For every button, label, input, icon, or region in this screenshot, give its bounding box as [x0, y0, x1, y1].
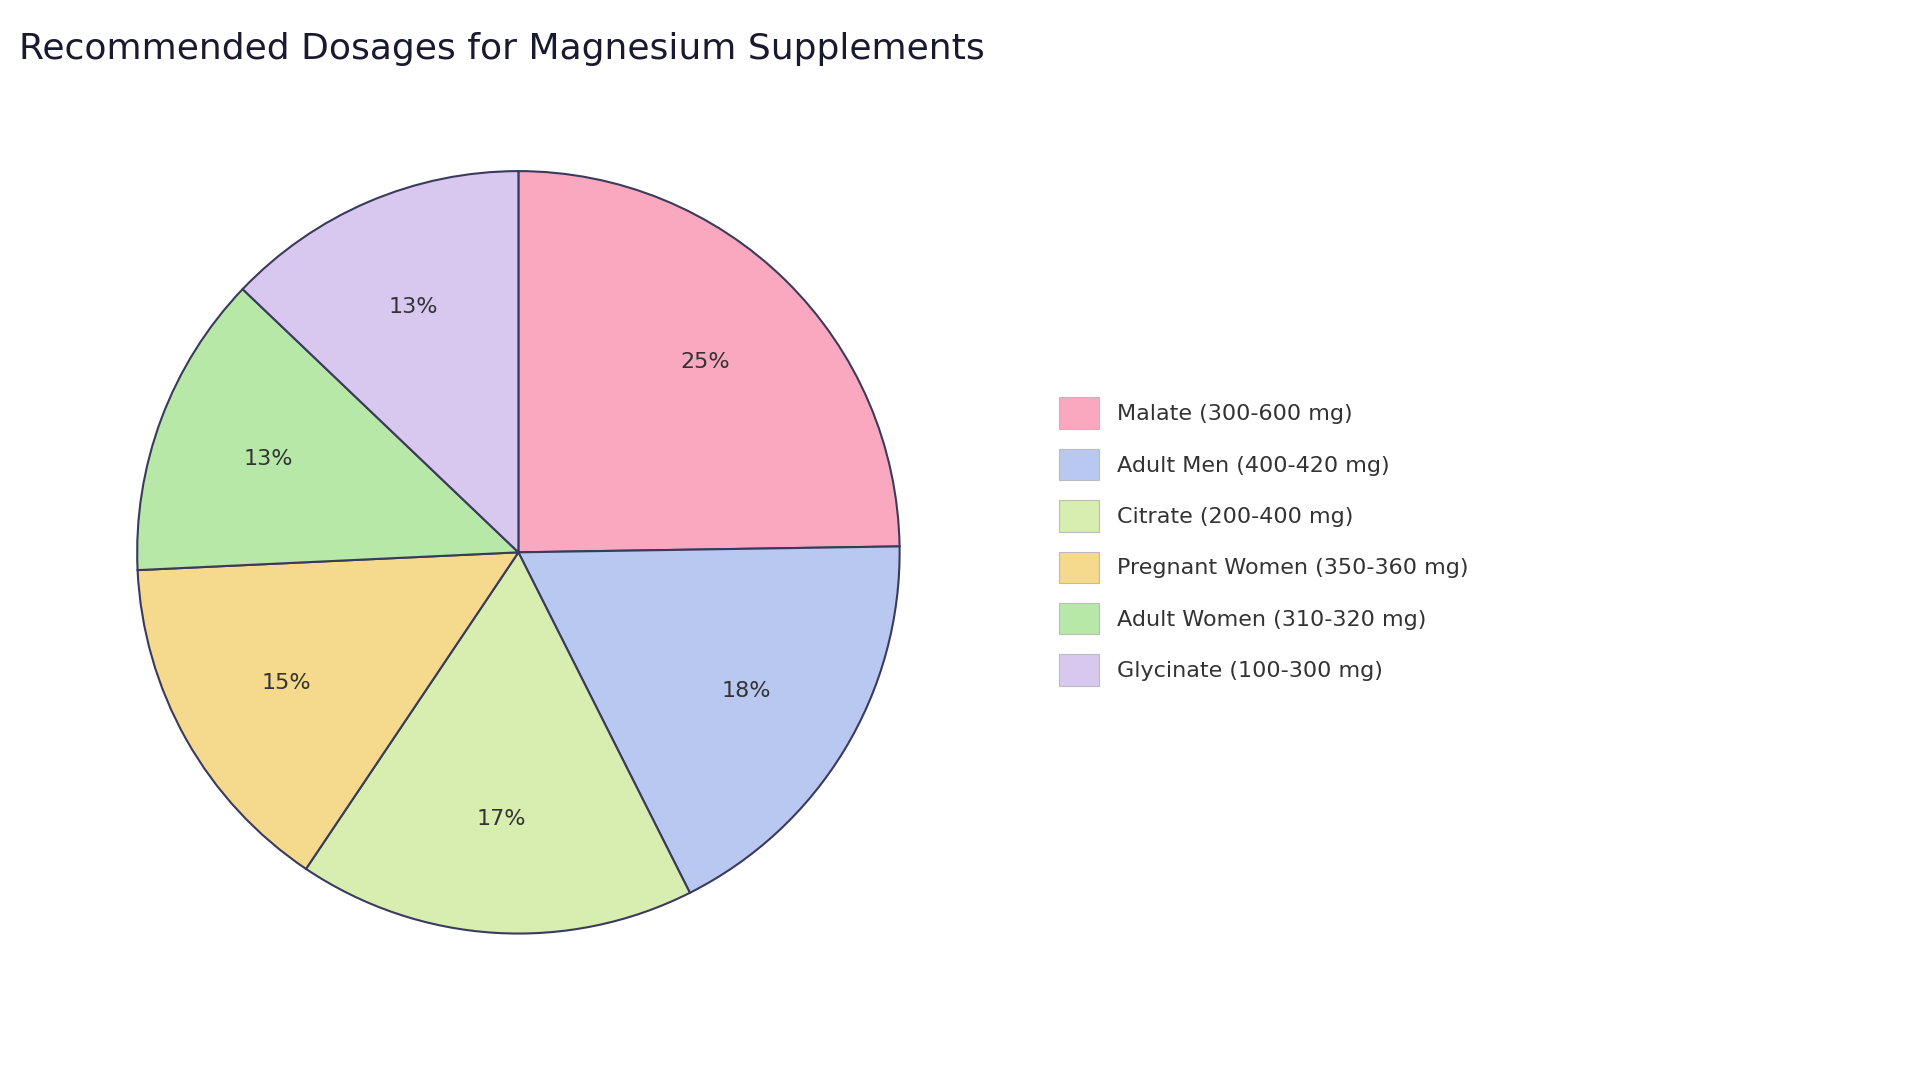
Text: Recommended Dosages for Magnesium Supplements: Recommended Dosages for Magnesium Supple…	[19, 32, 985, 66]
Wedge shape	[518, 547, 900, 892]
Text: 25%: 25%	[682, 352, 730, 373]
Text: 13%: 13%	[244, 448, 294, 469]
Text: 17%: 17%	[476, 809, 526, 828]
Wedge shape	[136, 289, 518, 570]
Wedge shape	[138, 552, 518, 869]
Wedge shape	[242, 171, 518, 552]
Text: 15%: 15%	[261, 674, 311, 693]
Wedge shape	[518, 171, 900, 552]
Text: 18%: 18%	[722, 680, 772, 701]
Text: 13%: 13%	[388, 297, 438, 317]
Legend: Malate (300-600 mg), Adult Men (400-420 mg), Citrate (200-400 mg), Pregnant Wome: Malate (300-600 mg), Adult Men (400-420 …	[1048, 386, 1480, 697]
Wedge shape	[305, 552, 689, 934]
